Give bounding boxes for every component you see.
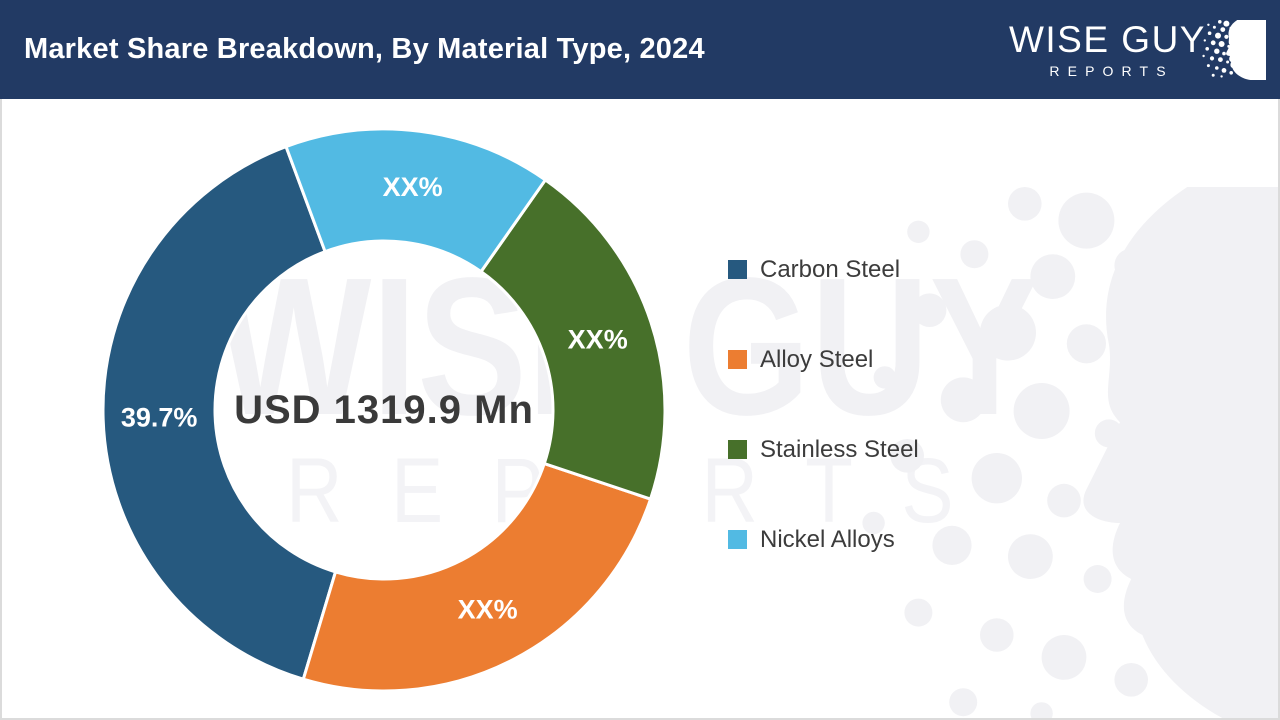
face-dot [980, 304, 1036, 361]
face-dot [904, 598, 933, 627]
legend-item-nickel-alloys: Nickel Alloys [728, 526, 919, 553]
chart-legend: Carbon Steel Alloy Steel Stainless Steel Ni… [728, 256, 919, 553]
face-dot [1221, 67, 1227, 73]
donut-segment-alloy-steel [301, 461, 653, 693]
donut-segment-nickel-alloys [284, 127, 548, 274]
legend-item-stainless-steel: Stainless Steel [728, 436, 919, 463]
legend-item-carbon-steel: Carbon Steel [728, 256, 919, 283]
slice-value-label-alloy-steel: XX% [458, 595, 518, 625]
legend-label: Carbon Steel [760, 255, 901, 283]
face-dot [960, 240, 989, 269]
face-dot [971, 453, 1022, 504]
legend-label: Stainless Steel [760, 435, 919, 463]
legend-swatch-alloy-steel [728, 350, 747, 369]
face-dot [1218, 56, 1223, 62]
face-dot [1206, 63, 1210, 67]
face-dot [1212, 25, 1216, 29]
brand-logo: WISE GUY REPORTS [1009, 12, 1266, 88]
brand-logo-subtitle: REPORTS [1049, 62, 1174, 79]
face-dot [1203, 38, 1206, 42]
face-dot [1041, 635, 1087, 680]
legend-item-alloy-steel: Alloy Steel [728, 346, 919, 373]
brand-logo-text: WISE GUY REPORTS [1009, 21, 1206, 79]
slice-value-label-stainless-steel: XX% [568, 325, 628, 355]
face-dot [1013, 383, 1070, 439]
face-dot [1207, 30, 1212, 35]
donut-center-value: USD 1319.9 Mn [234, 388, 534, 432]
face-dot [1215, 65, 1219, 70]
brand-logo-name: WISE GUY [1008, 18, 1206, 60]
legend-swatch-carbon-steel [728, 260, 747, 279]
face-dot [907, 220, 930, 243]
slice-value-label-carbon-steel: 39.7% [121, 402, 198, 432]
face-profile-shape [1083, 187, 1278, 718]
face-dot [1231, 63, 1234, 67]
face-dot [1131, 601, 1154, 624]
face-dot [1066, 324, 1106, 364]
watermark-face-icon [862, 187, 1278, 718]
face-dot [873, 366, 896, 389]
face-dot [1030, 702, 1053, 718]
brand-face-icon [1202, 19, 1266, 80]
face-dot [1083, 565, 1112, 593]
face-dot [1136, 366, 1160, 389]
face-dot [1229, 26, 1233, 30]
face-dot [1215, 32, 1221, 39]
face-dot [1210, 39, 1216, 45]
donut-segment-carbon-steel [101, 144, 338, 682]
face-dot [890, 439, 924, 473]
face-dot [1150, 520, 1179, 549]
face-dot [1008, 534, 1053, 579]
face-dot [1207, 23, 1210, 26]
header-bar: Market Share Breakdown, By Material Type… [0, 0, 1280, 99]
face-dot [912, 293, 947, 327]
face-profile-shape [1226, 19, 1266, 80]
face-dot [940, 377, 986, 423]
face-dot [1229, 70, 1233, 75]
face-dot [1218, 19, 1222, 24]
face-dot [1232, 31, 1235, 34]
face-dot [1211, 73, 1215, 77]
face-dot [949, 688, 978, 717]
face-dot [1205, 46, 1209, 51]
legend-swatch-nickel-alloys [728, 530, 747, 549]
face-dot [1058, 192, 1115, 249]
face-dot [1223, 20, 1230, 27]
face-dot [1226, 60, 1230, 63]
face-dot [1220, 74, 1223, 78]
legend-swatch-stainless-steel [728, 440, 747, 459]
face-dot [1231, 38, 1235, 42]
face-dot [1220, 26, 1226, 32]
face-dot [1209, 55, 1215, 60]
face-dot [980, 618, 1014, 652]
face-dot [1142, 299, 1165, 322]
legend-label: Nickel Alloys [760, 525, 895, 553]
face-dot [1224, 34, 1229, 39]
face-dot [1114, 248, 1148, 283]
face-dot [1202, 54, 1205, 57]
face-dot [1233, 55, 1237, 59]
face-dot [1047, 483, 1081, 518]
chart-area: WISE GUY REPORTS 39.7%XX%XX%XX%USD 1319.… [0, 99, 1280, 720]
donut-chart: 39.7% XX% XX% XX% USD 1319.9 Mn [101, 127, 667, 693]
face-dot [1227, 44, 1231, 48]
donut-segment-stainless-steel [478, 177, 667, 501]
face-dot [862, 511, 885, 535]
legend-label: Alloy Steel [760, 345, 874, 373]
face-dot [1214, 48, 1220, 54]
page-title: Market Share Breakdown, By Material Type… [24, 33, 705, 65]
face-dot [1030, 254, 1076, 299]
face-dot [1222, 51, 1226, 55]
face-dot [932, 525, 972, 565]
face-dot [1094, 419, 1123, 448]
slice-value-label-nickel-alloys: XX% [383, 172, 443, 202]
face-dot [1218, 40, 1225, 47]
face-dot [1114, 663, 1148, 697]
face-dot [1008, 187, 1042, 221]
